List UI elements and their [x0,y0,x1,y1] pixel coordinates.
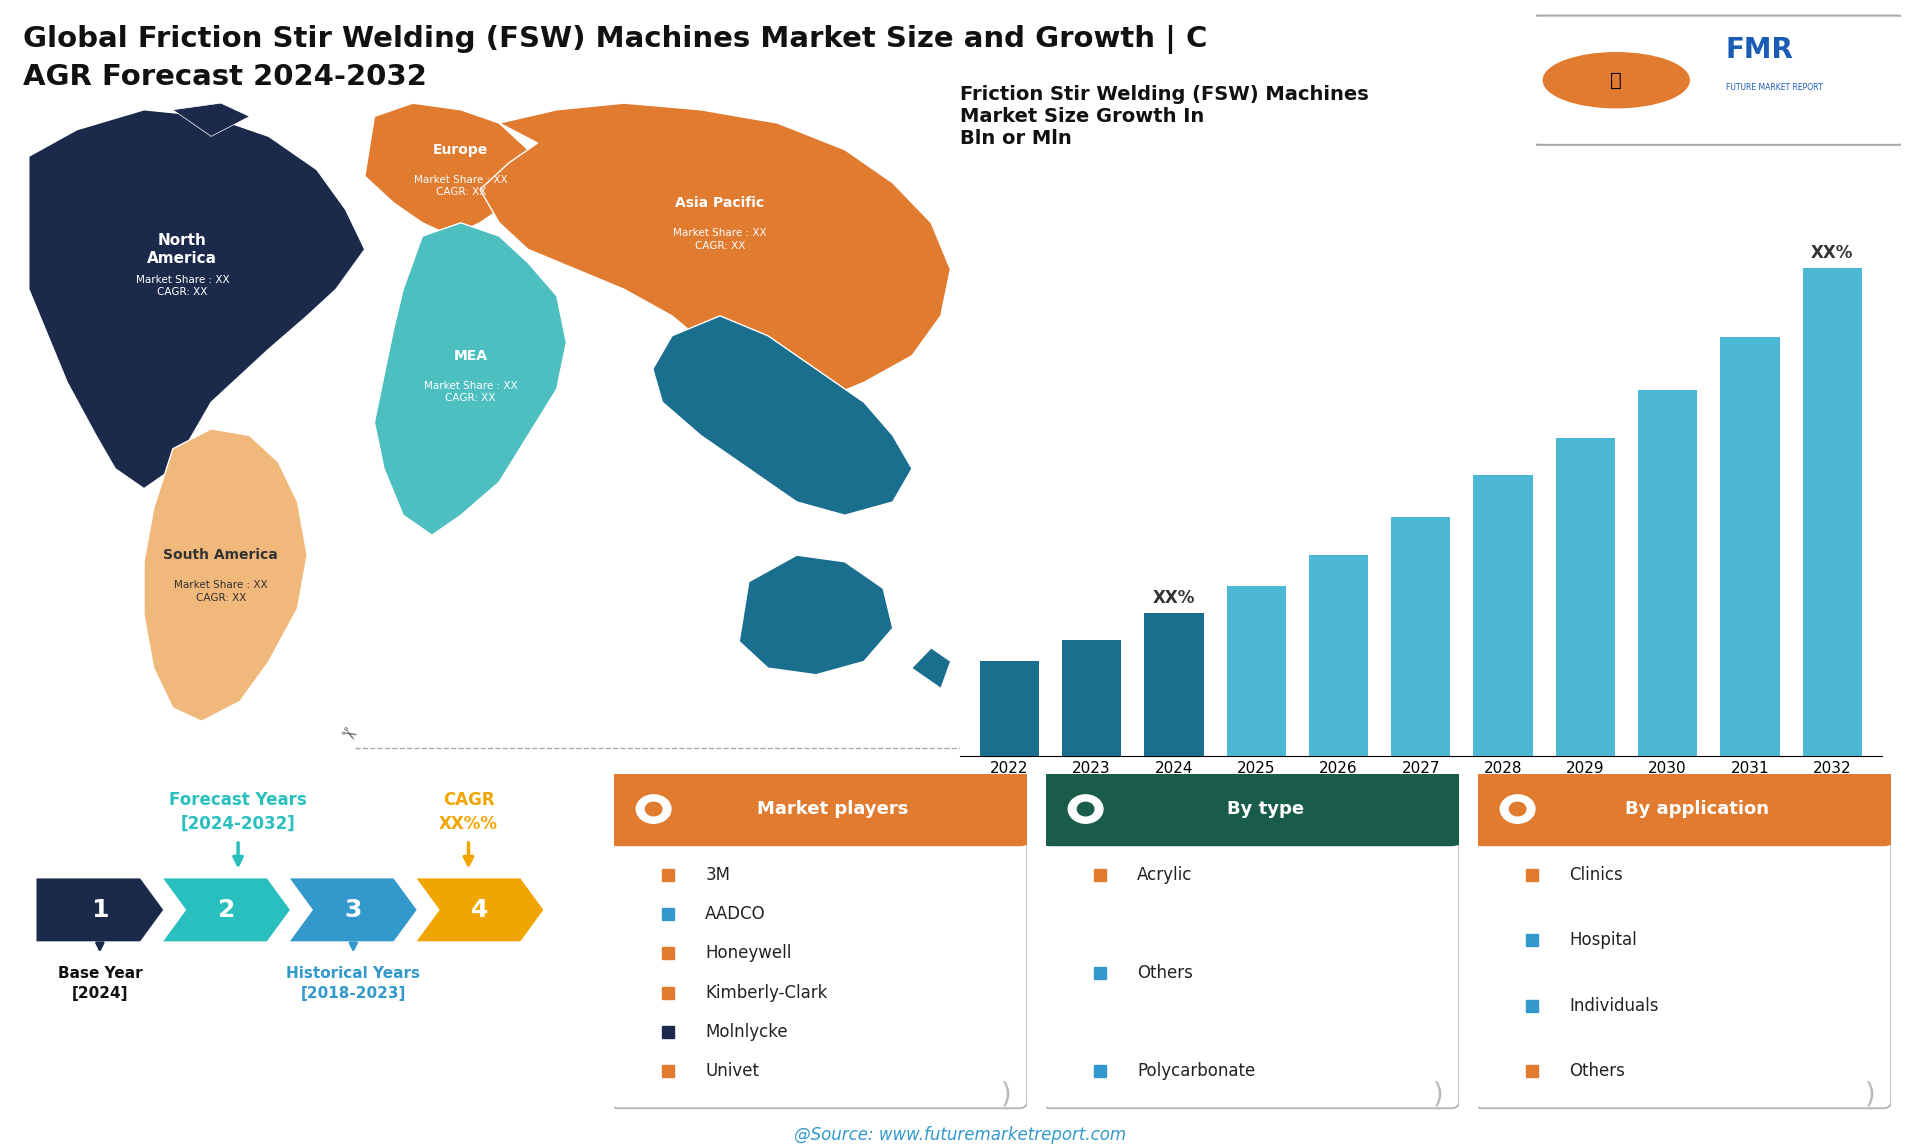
Text: Others: Others [1569,1062,1624,1080]
Text: AADCO: AADCO [705,905,766,924]
Text: Forecast Years
[2024-2032]: Forecast Years [2024-2032] [169,791,307,833]
Text: CAGR
XX%%: CAGR XX%% [440,791,497,833]
Text: 🔧: 🔧 [1611,71,1622,89]
Text: @Source: www.futuremarketreport.com: @Source: www.futuremarketreport.com [795,1127,1125,1144]
Text: By type: By type [1227,800,1304,818]
Text: Acrylic: Acrylic [1137,866,1192,884]
Circle shape [1509,802,1526,816]
Text: ): ) [1864,1081,1876,1108]
Text: Hospital: Hospital [1569,932,1638,949]
Polygon shape [163,879,290,941]
Circle shape [1544,53,1690,108]
Polygon shape [365,103,538,236]
Text: South America: South America [163,548,278,563]
Text: Base Year
[2024]: Base Year [2024] [58,966,142,1000]
FancyBboxPatch shape [1532,16,1905,144]
Bar [1803,268,1862,756]
Circle shape [1068,795,1102,823]
Text: By application: By application [1624,800,1768,818]
Text: Market Share : XX
CAGR: XX: Market Share : XX CAGR: XX [415,175,507,197]
FancyBboxPatch shape [1469,772,1897,846]
Text: Friction Stir Welding (FSW) Machines
Market Size Growth In
Bln or Mln: Friction Stir Welding (FSW) Machines Mar… [960,85,1369,148]
Text: ✂: ✂ [336,722,359,747]
Text: Molnlycke: Molnlycke [705,1023,787,1041]
Text: Polycarbonate: Polycarbonate [1137,1062,1256,1080]
Text: ): ) [1000,1081,1012,1108]
Polygon shape [417,879,543,941]
Text: Global Friction Stir Welding (FSW) Machines Market Size and Growth | C
AGR Forec: Global Friction Stir Welding (FSW) Machi… [23,25,1208,91]
Text: Historical Years
[2018-2023]: Historical Years [2018-2023] [286,966,420,1000]
Text: Market Share : XX
CAGR: XX: Market Share : XX CAGR: XX [674,228,766,251]
Text: 4: 4 [470,897,490,921]
FancyBboxPatch shape [605,772,1033,846]
Polygon shape [173,103,250,136]
Polygon shape [374,222,566,535]
Text: XX%: XX% [1811,244,1853,261]
Text: FUTURE MARKET REPORT: FUTURE MARKET REPORT [1726,83,1822,92]
Circle shape [1077,802,1094,816]
Polygon shape [29,110,365,488]
Text: Europe: Europe [434,142,488,157]
Polygon shape [912,649,950,688]
Text: ✂: ✂ [948,780,968,803]
Bar [1720,337,1780,756]
Text: Individuals: Individuals [1569,997,1659,1014]
Text: FMR: FMR [1726,36,1793,64]
Text: Clinics: Clinics [1569,866,1622,884]
Text: ): ) [1432,1081,1444,1108]
Text: Kimberly-Clark: Kimberly-Clark [705,983,828,1002]
Bar [1144,613,1204,756]
Circle shape [636,795,670,823]
Polygon shape [480,103,950,402]
Polygon shape [739,555,893,675]
Polygon shape [653,316,912,516]
Text: Univet: Univet [705,1062,758,1080]
Bar [1555,438,1615,756]
Bar [1638,390,1697,756]
Text: Asia Pacific: Asia Pacific [676,196,764,210]
Text: MEA: MEA [453,348,488,363]
Polygon shape [36,879,163,941]
Text: 2: 2 [217,897,236,921]
Text: 3M: 3M [705,866,730,884]
Polygon shape [290,879,417,941]
Circle shape [645,802,662,816]
Bar [979,661,1039,756]
Polygon shape [144,429,307,721]
Text: Honeywell: Honeywell [705,944,791,963]
Bar [1473,474,1532,756]
Text: Market Share : XX
CAGR: XX: Market Share : XX CAGR: XX [175,581,267,603]
Text: Market players: Market players [758,800,908,818]
Bar [1062,639,1121,756]
Text: North
America: North America [148,233,217,266]
Bar [1309,555,1369,756]
Text: 1: 1 [90,897,109,921]
Bar [1392,518,1450,756]
Text: 3: 3 [344,897,363,921]
FancyBboxPatch shape [1037,772,1465,846]
Text: Others: Others [1137,964,1192,982]
Text: XX%: XX% [1152,589,1194,606]
Bar [1227,587,1286,756]
Circle shape [1500,795,1534,823]
Text: Market Share : XX
CAGR: XX: Market Share : XX CAGR: XX [424,382,516,403]
Text: Market Share : XX
CAGR: XX: Market Share : XX CAGR: XX [136,275,228,297]
